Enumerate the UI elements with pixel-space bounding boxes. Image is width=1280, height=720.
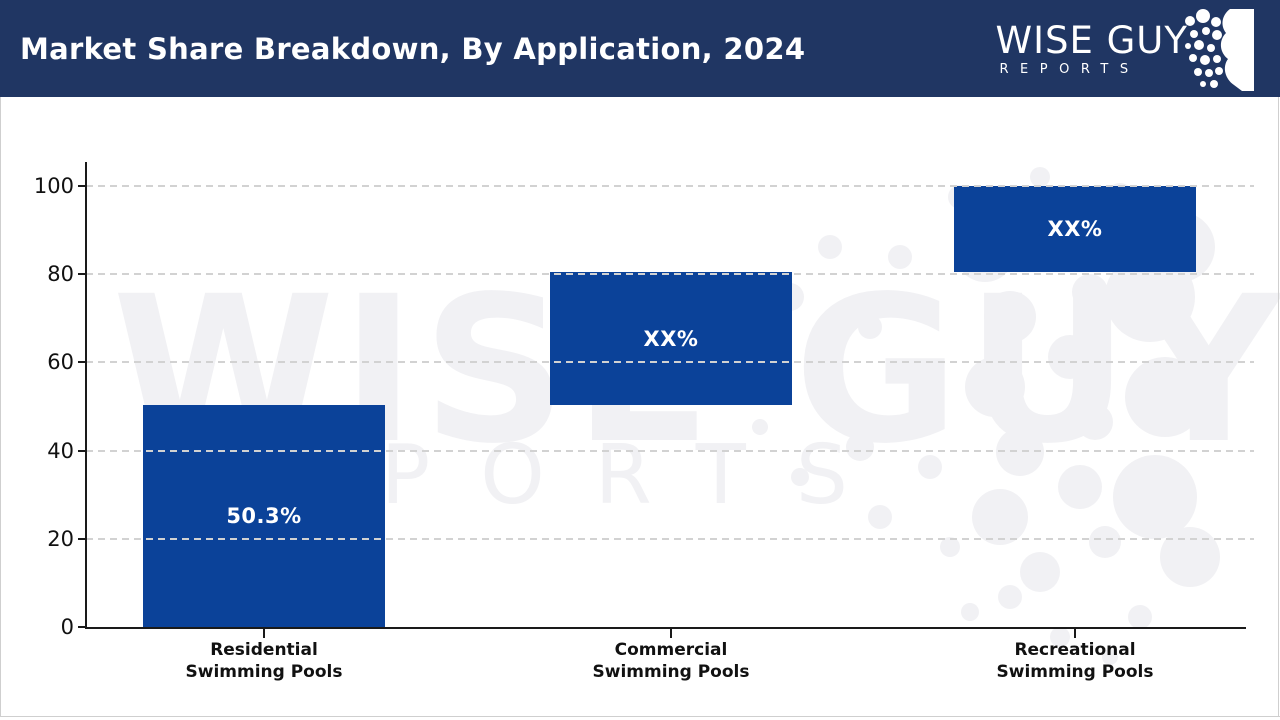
y-axis-tick-label: 60 [47, 350, 74, 375]
y-axis-tick-mark [78, 626, 85, 628]
gridline-y60 [86, 361, 1254, 364]
y-axis-tick-label: 80 [47, 262, 74, 287]
logo-subtitle: REPORTS [999, 61, 1140, 77]
x-axis-category-label: Residential Swimming Pools [185, 640, 343, 682]
bar-value-label: 50.3% [226, 504, 302, 529]
y-axis-tick-label: 0 [60, 615, 74, 639]
gridline-y80 [86, 273, 1254, 276]
wiseguy-logo: WISE GUY REPORTS [996, 7, 1254, 91]
y-axis-tick-mark [78, 537, 85, 540]
x-axis-category-label: Commercial Swimming Pools [592, 640, 750, 682]
y-axis-line [85, 162, 87, 629]
bar-value-label: XX% [643, 326, 699, 351]
bar-3: XX% [954, 186, 1196, 272]
gridline-y20 [86, 537, 1254, 540]
x-axis-tick-mark [670, 629, 672, 638]
bar-value-label: XX% [1047, 216, 1103, 241]
chart-header: Market Share Breakdown, By Application, … [0, 0, 1280, 97]
y-axis-tick-label: 20 [47, 526, 74, 551]
page-title: Market Share Breakdown, By Application, … [20, 31, 806, 66]
frame-border-bottom [0, 716, 1280, 717]
logo-wordmark: WISE GUY [995, 18, 1188, 62]
gridline-y100 [86, 185, 1254, 187]
y-axis-tick-mark [78, 361, 85, 364]
x-axis-tick-mark [263, 629, 265, 638]
y-axis-tick-mark [78, 185, 85, 187]
bar-1: 50.3% [143, 405, 385, 627]
x-axis-category-label: Recreational Swimming Pools [996, 640, 1154, 682]
logo-face-icon [1185, 8, 1254, 91]
x-axis-line [85, 627, 1246, 629]
y-axis-tick-label: 40 [47, 438, 74, 463]
y-axis-tick-mark [78, 449, 85, 452]
y-axis-tick-label: 100 [33, 174, 74, 198]
x-axis-tick-mark [1074, 629, 1076, 638]
frame-border-left [0, 97, 1, 717]
gridline-y40 [86, 449, 1254, 452]
frame-border-right [1278, 97, 1279, 717]
bar-2: XX% [550, 271, 792, 406]
y-axis-tick-mark [78, 273, 85, 276]
